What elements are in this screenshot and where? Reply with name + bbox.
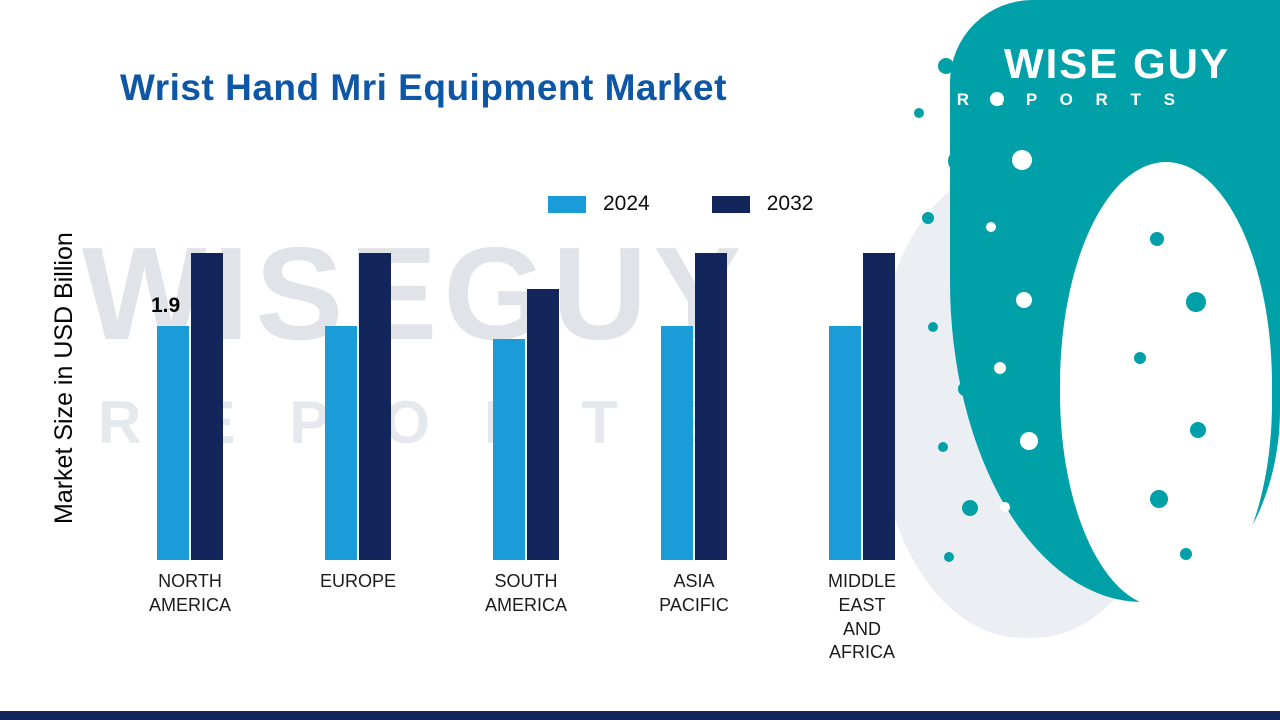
logo-dot <box>954 262 972 280</box>
logo-dot <box>928 322 938 332</box>
bar-group: 1.9 NORTH AMERICA <box>149 0 231 615</box>
logo-head-icon <box>1060 162 1272 607</box>
logo-dot <box>1180 548 1192 560</box>
chart-legend: 2024 2032 <box>548 192 813 216</box>
logo-dot <box>990 92 1004 106</box>
category-label: EUROPE <box>319 571 397 591</box>
footer-bar <box>0 711 1280 720</box>
bar-2024-region-1 <box>325 326 357 560</box>
bar-2032-region-1 <box>359 252 391 560</box>
logo-dot <box>944 552 954 562</box>
logo-dot <box>914 108 924 118</box>
bar-2024-region-2 <box>493 338 525 560</box>
legend-label: 2032 <box>766 192 814 215</box>
logo-dot <box>1150 490 1168 508</box>
category-label: NORTH AMERICA <box>148 571 231 615</box>
logo-dot <box>994 362 1006 374</box>
logo-dot <box>1150 232 1164 246</box>
bar-2032-region-3 <box>695 252 727 560</box>
bar-2032-region-2 <box>527 289 559 560</box>
logo-subtitle: R E P O R T S <box>956 90 1184 109</box>
bar-2024-region-0 <box>157 326 189 560</box>
legend-swatch <box>548 195 586 213</box>
bar-group: SOUTH AMERICA <box>485 0 567 615</box>
bar-chart: 1.9 NORTH AMERICA EUROPE SOUTH AMERICA ASIA … <box>106 0 946 662</box>
logo-dot <box>1000 502 1010 512</box>
logo-dot <box>962 500 978 516</box>
logo-dot <box>922 212 934 224</box>
bar-pair <box>661 252 727 560</box>
bar-group: MIDDLE EAST AND AFRICA <box>828 0 896 662</box>
logo-dot <box>938 442 948 452</box>
bar-group: ASIA PACIFIC <box>659 0 729 615</box>
legend-swatch <box>711 195 750 213</box>
logo-dot <box>938 58 954 74</box>
logo-dot <box>1186 292 1206 312</box>
logo-dot <box>1020 432 1038 450</box>
category-label: SOUTH AMERICA <box>484 571 567 615</box>
category-label: MIDDLE EAST AND AFRICA <box>827 571 896 663</box>
bar-group: EUROPE <box>320 0 396 591</box>
bar-2024-region-3 <box>661 326 693 560</box>
logo-dot <box>1134 352 1146 364</box>
legend-item-2024: 2024 <box>548 192 650 216</box>
logo-dot <box>1190 422 1206 438</box>
bar-2024-region-4 <box>829 326 861 560</box>
bar-2032-region-4 <box>863 252 895 560</box>
y-axis-label: Market Size in USD Billion <box>50 232 78 524</box>
logo-dot <box>1016 292 1032 308</box>
legend-item-2032: 2032 <box>711 192 814 216</box>
legend-label: 2024 <box>603 192 650 215</box>
category-label: ASIA PACIFIC <box>659 571 729 615</box>
logo-wordmark: WISE GUY <box>1003 40 1230 87</box>
logo-dot <box>948 150 970 172</box>
bar-pair <box>829 252 895 560</box>
logo-dot <box>986 222 996 232</box>
logo-dot <box>1012 150 1032 170</box>
bar-2032-region-0 <box>191 252 223 560</box>
bar-pair: 1.9 <box>151 252 223 560</box>
bar-pair <box>325 252 391 560</box>
page-title: Wrist Hand Mri Equipment Market <box>120 66 727 108</box>
bar-value-label: 1.9 <box>151 294 181 318</box>
logo-dot <box>958 382 972 396</box>
bar-pair <box>493 289 559 560</box>
